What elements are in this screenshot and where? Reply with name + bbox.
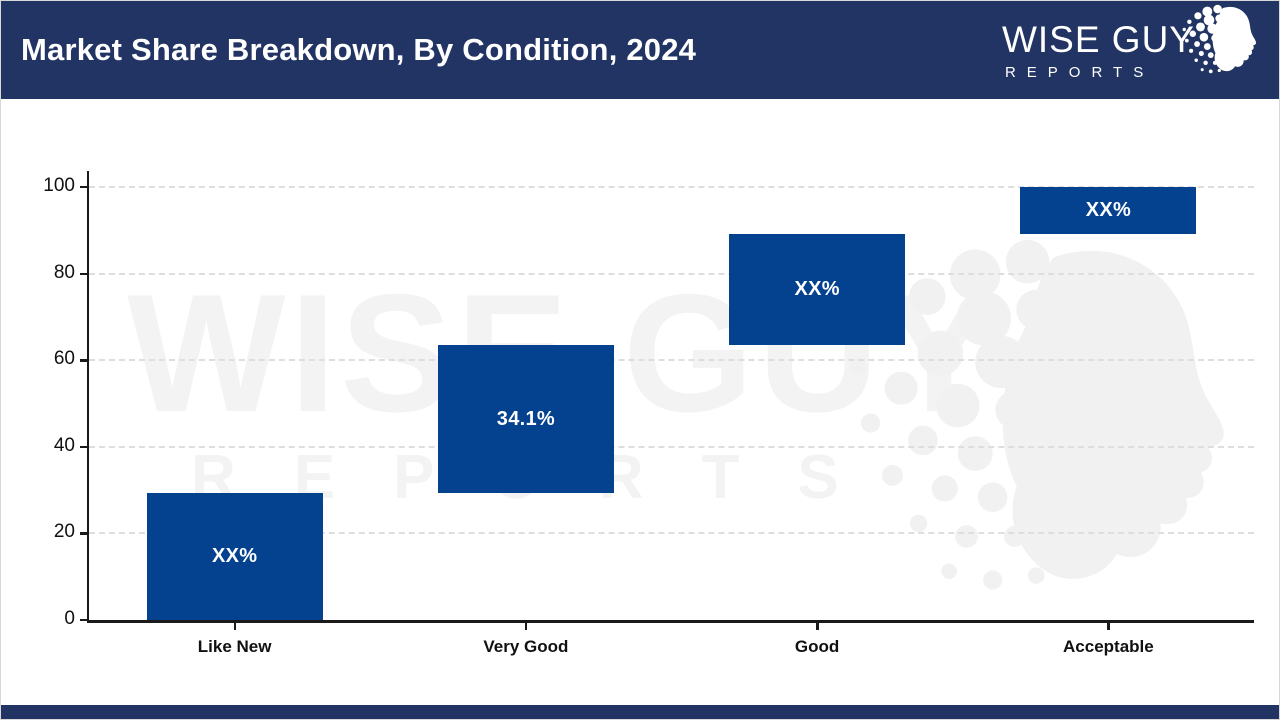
bar-acceptable: XX% xyxy=(1020,187,1197,234)
y-tick-label: 0 xyxy=(64,608,75,629)
x-tick-mark xyxy=(233,623,237,630)
y-axis-line xyxy=(87,171,90,620)
gridline xyxy=(89,186,1254,188)
y-tick-label: 40 xyxy=(53,434,75,456)
y-tick-label: 80 xyxy=(53,261,75,283)
wiseguy-logo: WISE GUY REPORTS xyxy=(1002,3,1265,97)
page-title: Market Share Breakdown, By Condition, 20… xyxy=(21,32,697,67)
y-tick-mark xyxy=(80,272,89,275)
x-axis-label: Acceptable xyxy=(1063,637,1154,656)
y-tick-label: 20 xyxy=(53,521,75,543)
bar-value-label: XX% xyxy=(1085,198,1132,221)
wiseguy-logo-text: WISE GUY REPORTS xyxy=(1002,21,1195,80)
y-tick-mark xyxy=(80,532,89,535)
y-tick-label: 100 xyxy=(43,175,75,196)
y-tick-mark xyxy=(80,186,89,189)
bar-very-good: 34.1% xyxy=(437,345,614,494)
y-tick-label: 60 xyxy=(53,348,75,370)
gridline xyxy=(89,272,1254,275)
gridline xyxy=(89,532,1254,535)
logo-subtitle: REPORTS xyxy=(1004,63,1155,81)
y-tick-mark xyxy=(80,619,89,622)
gridline xyxy=(89,359,1254,362)
bar-value-label: XX% xyxy=(794,278,840,301)
x-axis-line xyxy=(87,620,1254,623)
x-tick-mark xyxy=(816,623,819,630)
x-axis-label: Good xyxy=(794,637,840,656)
x-tick-mark xyxy=(524,623,528,630)
x-tick-mark xyxy=(1107,623,1110,630)
x-axis-label: Like New xyxy=(197,637,272,656)
y-tick-mark xyxy=(80,359,89,362)
y-tick-mark xyxy=(80,445,89,449)
bar-good: XX% xyxy=(729,233,906,346)
logo-wordmark: WISE GUY xyxy=(1001,18,1195,60)
gridline xyxy=(89,445,1254,448)
bar-value-label: 34.1% xyxy=(496,407,555,430)
x-axis-label: Very Good xyxy=(483,637,569,656)
header: Market Share Breakdown, By Condition, 20… xyxy=(1,1,1279,99)
bar-value-label: XX% xyxy=(211,545,258,568)
footer-bar xyxy=(1,705,1279,719)
bar-like-new: XX% xyxy=(146,493,323,620)
